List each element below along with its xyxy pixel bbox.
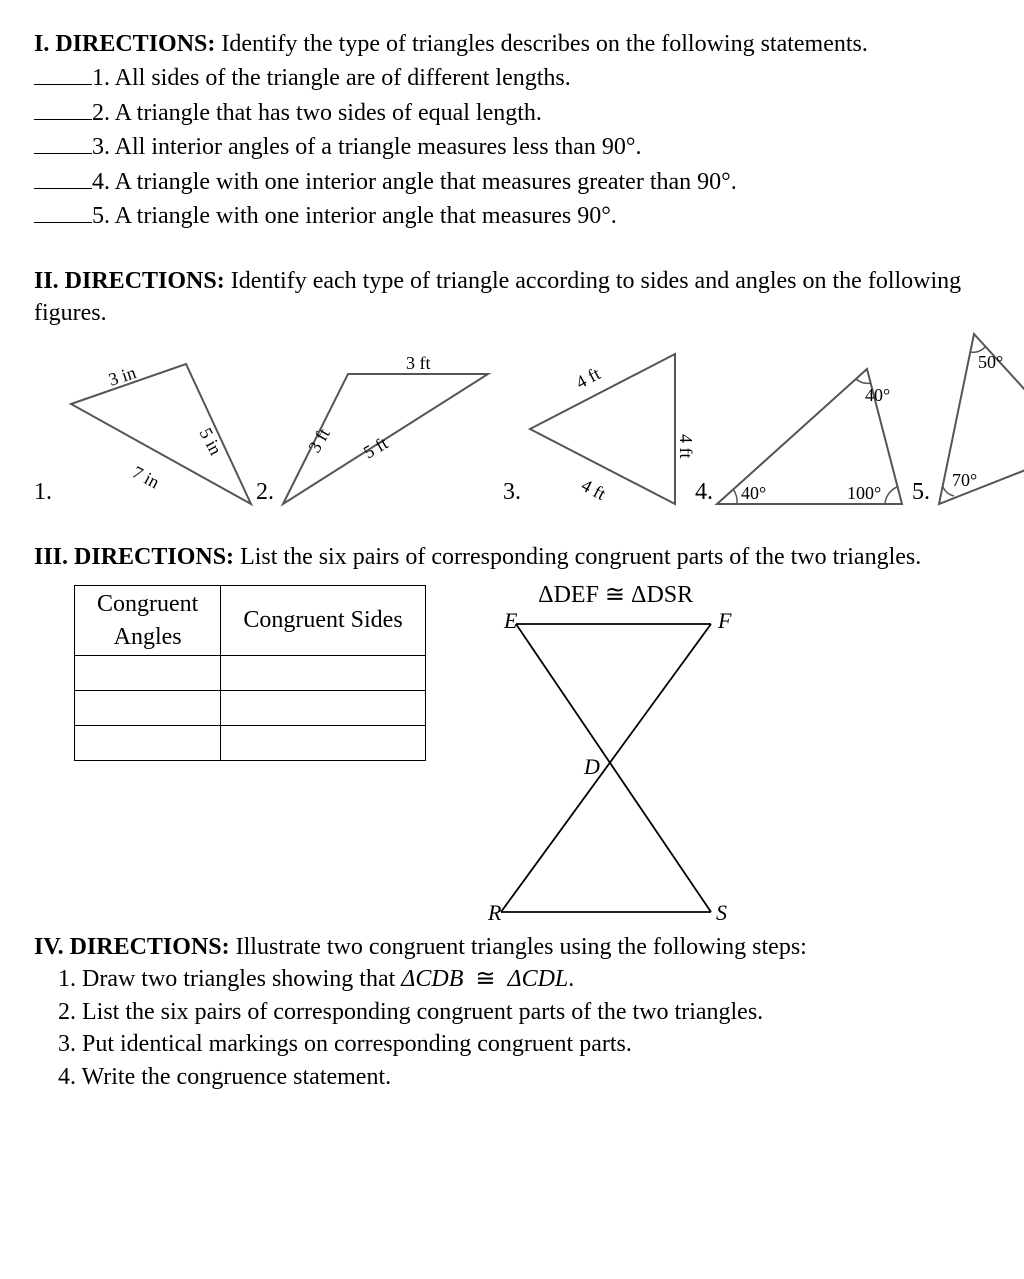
congruence-diagram: ΔDEF ≅ ΔDSR E F D R S — [486, 579, 746, 931]
step-2: 2. List the six pairs of corresponding c… — [58, 996, 990, 1028]
fig-4-num: 4. — [695, 476, 713, 508]
q1: 1. All sides of the triangle are of diff… — [34, 60, 990, 94]
q5-text: 5. A triangle with one interior angle th… — [92, 203, 617, 229]
blank-5[interactable] — [34, 198, 92, 223]
section-1: I. DIRECTIONS: Identify the type of tria… — [34, 28, 990, 232]
fig-1-num: 1. — [34, 476, 52, 508]
fig4-svg: 40° 40° 100° — [717, 349, 912, 509]
section-2: II. DIRECTIONS: Identify each type of tr… — [34, 265, 990, 509]
heading-prefix: I. DIRECTIONS: — [34, 31, 215, 57]
svg-text:50°: 50° — [978, 352, 1003, 372]
figure-2: 2. 3 ft 3 ft 5 ft — [256, 354, 503, 509]
triangles-svg: E F D R S — [486, 612, 746, 922]
cell[interactable] — [221, 656, 425, 691]
th-sides: Congruent Sides — [221, 586, 425, 656]
cell[interactable] — [75, 726, 221, 761]
fig-2-num: 2. — [256, 476, 274, 508]
svg-text:100°: 100° — [847, 483, 881, 503]
heading-text: Illustrate two congruent triangles using… — [230, 934, 807, 960]
heading-prefix: IV. DIRECTIONS: — [34, 934, 230, 960]
svg-text:3 in: 3 in — [106, 362, 138, 390]
section-4: IV. DIRECTIONS: Illustrate two congruent… — [34, 931, 990, 1093]
blank-4[interactable] — [34, 164, 92, 189]
svg-text:E: E — [503, 608, 518, 633]
svg-text:4 ft: 4 ft — [572, 363, 603, 392]
svg-text:7 in: 7 in — [129, 461, 163, 492]
figure-4: 4. 40° 40° 100° — [695, 349, 912, 509]
q1-text: 1. All sides of the triangle are of diff… — [92, 65, 571, 91]
fig2-svg: 3 ft 3 ft 5 ft — [278, 354, 503, 509]
heading-prefix: II. DIRECTIONS: — [34, 268, 225, 294]
blank-2[interactable] — [34, 95, 92, 120]
congruence-statement: ΔDEF ≅ ΔDSR — [486, 579, 746, 611]
th-angles: CongruentAngles — [75, 586, 221, 656]
fig-5-num: 5. — [912, 476, 930, 508]
fig1-svg: 3 in 5 in 7 in — [56, 354, 256, 509]
figure-1: 1. 3 in 5 in 7 in — [34, 354, 256, 509]
cell[interactable] — [221, 726, 425, 761]
svg-text:40°: 40° — [865, 385, 890, 405]
svg-text:40°: 40° — [741, 483, 766, 503]
svg-text:S: S — [716, 900, 727, 925]
cell[interactable] — [75, 656, 221, 691]
q4: 4. A triangle with one interior angle th… — [34, 164, 990, 198]
cell[interactable] — [75, 691, 221, 726]
step-1: 1. Draw two triangles showing that ΔCDB … — [58, 963, 990, 995]
section-3-heading: III. DIRECTIONS: List the six pairs of c… — [34, 541, 990, 573]
figure-3: 3. 4 ft 4 ft 4 ft — [503, 354, 695, 509]
q2-text: 2. A triangle that has two sides of equa… — [92, 100, 542, 126]
congruent-table: CongruentAngles Congruent Sides — [74, 585, 426, 761]
section-2-heading: II. DIRECTIONS: Identify each type of tr… — [34, 265, 990, 330]
heading-text: Identify the type of triangles describes… — [215, 31, 868, 57]
q5: 5. A triangle with one interior angle th… — [34, 198, 990, 232]
section-1-heading: I. DIRECTIONS: Identify the type of tria… — [34, 28, 990, 60]
fig3-svg: 4 ft 4 ft 4 ft — [525, 354, 695, 509]
q3: 3. All interior angles of a triangle mea… — [34, 129, 990, 163]
svg-text:70°: 70° — [952, 470, 977, 490]
fig-3-num: 3. — [503, 476, 521, 508]
fig5-svg: 50° 70° 60° — [934, 334, 1024, 509]
svg-text:3 ft: 3 ft — [406, 353, 431, 373]
step-3: 3. Put identical markings on correspondi… — [58, 1028, 990, 1060]
cell[interactable] — [221, 691, 425, 726]
svg-text:D: D — [583, 754, 600, 779]
figure-5: 5. 50° 70° 60° — [912, 334, 1024, 509]
q4-text: 4. A triangle with one interior angle th… — [92, 169, 737, 195]
section-3: III. DIRECTIONS: List the six pairs of c… — [34, 541, 990, 931]
heading-prefix: III. DIRECTIONS: — [34, 544, 234, 570]
heading-text: List the six pairs of corresponding cong… — [234, 544, 921, 570]
svg-text:4 ft: 4 ft — [578, 474, 609, 503]
q3-text: 3. All interior angles of a triangle mea… — [92, 134, 641, 160]
svg-text:F: F — [717, 608, 732, 633]
svg-text:R: R — [487, 900, 502, 925]
svg-text:4 ft: 4 ft — [676, 434, 696, 459]
step-4: 4. Write the congruence statement. — [58, 1061, 990, 1093]
blank-1[interactable] — [34, 60, 92, 85]
section-4-heading: IV. DIRECTIONS: Illustrate two congruent… — [34, 931, 990, 963]
q2: 2. A triangle that has two sides of equa… — [34, 95, 990, 129]
svg-text:5 in: 5 in — [195, 424, 226, 458]
blank-3[interactable] — [34, 129, 92, 154]
